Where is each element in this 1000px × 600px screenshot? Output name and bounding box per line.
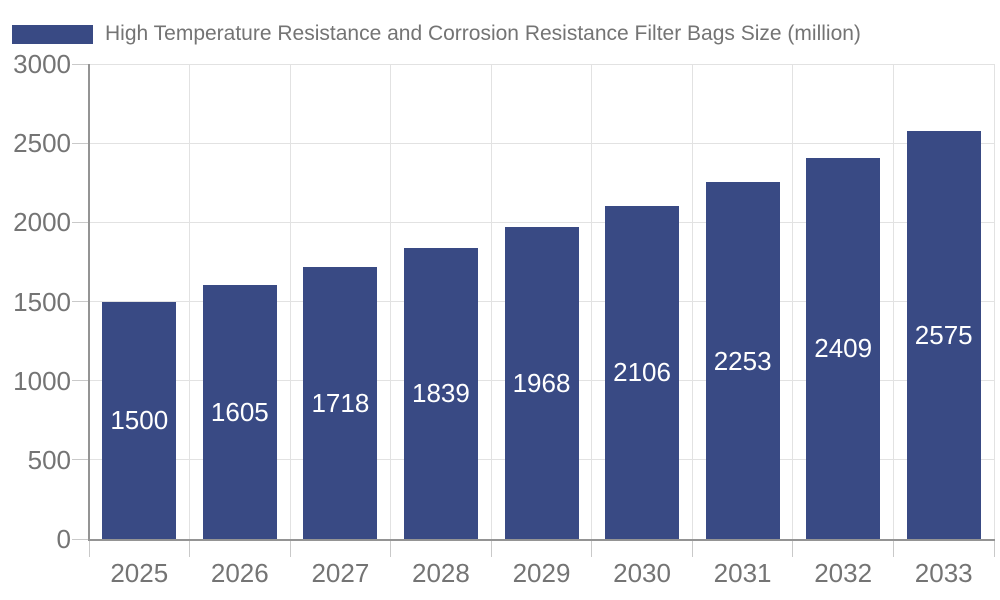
bar bbox=[102, 301, 177, 539]
legend-swatch bbox=[12, 25, 93, 44]
chart-title: High Temperature Resistance and Corrosio… bbox=[105, 22, 861, 45]
x-axis-label: 2030 bbox=[613, 558, 671, 588]
h-gridline bbox=[89, 221, 994, 223]
h-gridline bbox=[89, 63, 994, 65]
y-tick-mark bbox=[72, 459, 89, 461]
x-tick-mark bbox=[189, 539, 191, 557]
bar-value-label: 1839 bbox=[412, 378, 470, 409]
bar bbox=[705, 182, 780, 539]
v-gridline bbox=[892, 64, 894, 539]
h-gridline bbox=[89, 142, 994, 144]
x-tick-mark bbox=[289, 539, 291, 557]
x-tick-mark bbox=[390, 539, 392, 557]
x-axis-label: 2026 bbox=[210, 558, 269, 588]
v-gridline bbox=[691, 64, 693, 539]
bar-value-label: 2409 bbox=[814, 333, 873, 364]
y-tick-mark bbox=[72, 538, 89, 540]
x-axis-line bbox=[87, 538, 995, 541]
x-tick-mark bbox=[591, 539, 593, 557]
y-axis-label: 1000 bbox=[13, 365, 71, 396]
v-gridline bbox=[792, 64, 794, 539]
x-axis-label: 2025 bbox=[110, 558, 169, 588]
x-tick-mark bbox=[691, 539, 693, 557]
x-axis-label: 2033 bbox=[914, 558, 973, 588]
x-tick-mark bbox=[490, 539, 492, 557]
bar-value-label: 2106 bbox=[613, 357, 671, 388]
x-tick-mark bbox=[792, 539, 794, 557]
v-gridline bbox=[390, 64, 392, 539]
bar-value-label: 1605 bbox=[210, 396, 269, 427]
legend: High Temperature Resistance and Corrosio… bbox=[0, 0, 1000, 55]
v-gridline bbox=[189, 64, 191, 539]
x-tick-mark bbox=[892, 539, 894, 557]
y-tick-mark bbox=[72, 380, 89, 382]
y-axis-label: 2500 bbox=[13, 128, 71, 159]
x-tick-mark bbox=[88, 539, 90, 557]
bar-value-label: 2575 bbox=[914, 320, 973, 351]
bar-value-label: 1968 bbox=[512, 368, 571, 399]
y-axis-label: 2000 bbox=[13, 207, 71, 238]
bar bbox=[504, 227, 579, 539]
y-tick-mark bbox=[72, 221, 89, 223]
y-tick-mark bbox=[72, 142, 89, 144]
bar-value-label: 2253 bbox=[713, 345, 772, 376]
x-axis-label: 2031 bbox=[713, 558, 772, 588]
v-gridline bbox=[490, 64, 492, 539]
y-axis-label: 3000 bbox=[13, 49, 71, 79]
bar bbox=[806, 157, 881, 539]
bar bbox=[403, 247, 478, 539]
bar-value-label: 1718 bbox=[311, 387, 370, 418]
x-axis-label: 2027 bbox=[311, 558, 370, 588]
bar-value-label: 1500 bbox=[110, 405, 169, 436]
bar bbox=[202, 284, 277, 539]
y-axis-label: 1500 bbox=[13, 286, 71, 317]
y-axis-label: 0 bbox=[56, 524, 71, 554]
x-axis-label: 2028 bbox=[412, 558, 470, 588]
bar bbox=[906, 131, 981, 539]
x-axis-label: 2029 bbox=[512, 558, 571, 588]
y-axis-line bbox=[87, 64, 90, 541]
x-axis-label: 2032 bbox=[814, 558, 873, 588]
v-gridline bbox=[289, 64, 291, 539]
bar bbox=[605, 205, 680, 539]
bar bbox=[303, 266, 378, 539]
y-axis-label: 500 bbox=[27, 444, 71, 475]
x-tick-mark bbox=[993, 539, 995, 557]
v-gridline bbox=[591, 64, 593, 539]
y-tick-mark bbox=[72, 63, 89, 65]
v-gridline bbox=[993, 64, 995, 539]
y-tick-mark bbox=[72, 301, 89, 302]
